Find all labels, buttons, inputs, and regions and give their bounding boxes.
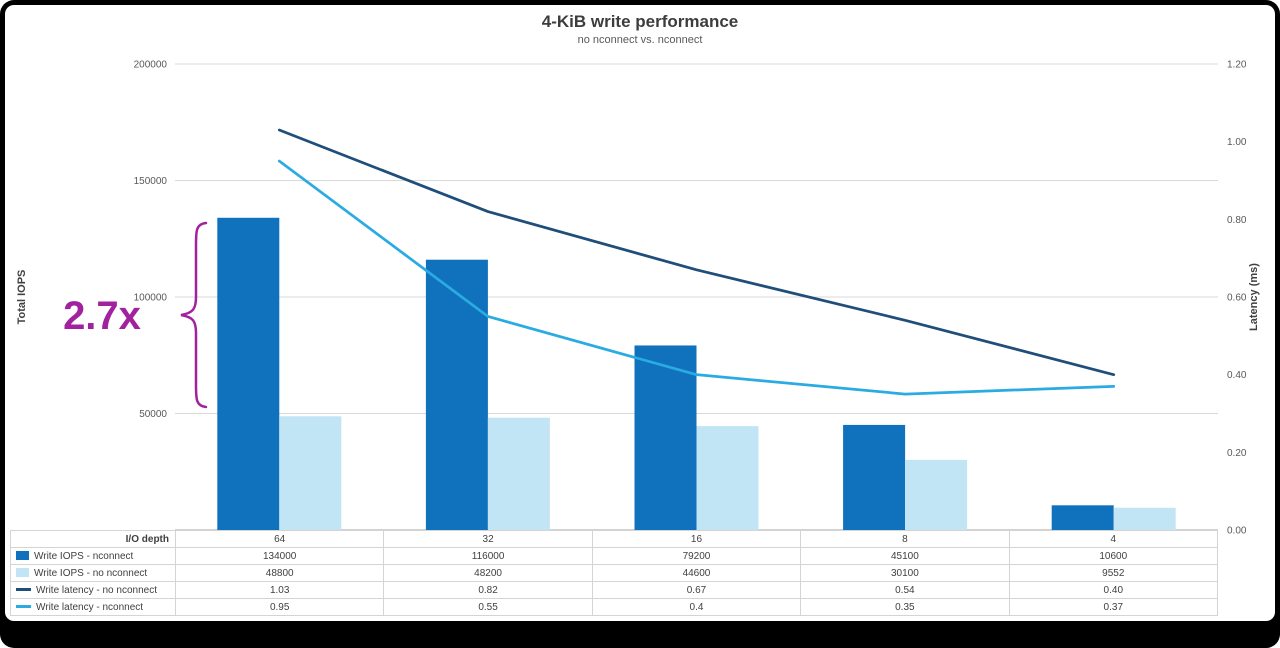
table-value-cell: 0.95	[174, 598, 385, 616]
bar-no-nconnect	[696, 426, 759, 530]
bar-nconnect	[843, 424, 906, 530]
legend-swatch-bar-icon	[16, 568, 29, 578]
category-label: 4	[1008, 530, 1219, 548]
legend-swatch-line-icon	[16, 588, 31, 592]
series-label-cell: Write latency - no nconnect	[10, 581, 176, 599]
table-row: Write latency - nconnect 0.95 0.55 0.4 0.35 0…	[10, 598, 1219, 616]
series-label-cell: Write latency - nconnect	[10, 598, 176, 616]
table-row: Write IOPS - no nconnect 48800 48200 44600 3…	[10, 564, 1219, 582]
series-label-cell: Write IOPS - no nconnect	[10, 564, 176, 582]
data-table: I/O depth 64 32 16 8 4 Write IOPS - nconnect 13…	[10, 530, 1219, 616]
table-value-cell: 9552	[1008, 564, 1219, 582]
series-label-cell: Write IOPS - nconnect	[10, 547, 176, 565]
bar-nconnect	[425, 259, 488, 530]
right-axis-tick: 1.00	[1227, 137, 1247, 148]
table-value-cell: 30100	[800, 564, 1010, 582]
table-value-cell: 48200	[383, 564, 593, 582]
bar-no-nconnect	[1113, 507, 1176, 530]
right-axis-tick: 0.80	[1227, 215, 1247, 226]
table-value-cell: 0.67	[591, 581, 802, 599]
plot-area: 200000 150000 100000 50000 1.20 1.00 0.80 0.60 0…	[16, 60, 1260, 537]
right-axis-tick: 1.20	[1227, 60, 1247, 71]
table-value-cell: 0.55	[383, 598, 593, 616]
table-header-row: I/O depth 64 32 16 8 4	[10, 530, 1219, 548]
table-value-cell: 0.54	[800, 581, 1010, 599]
right-axis-title: Latency (ms)	[1248, 263, 1260, 331]
category-label: 32	[383, 530, 593, 548]
table-value-cell: 0.40	[1008, 581, 1219, 599]
table-row: Write IOPS - nconnect 134000 116000 79200 45…	[10, 547, 1219, 565]
chart-subtitle: no nconnect vs. nconnect	[577, 34, 703, 46]
legend-swatch-bar-icon	[16, 551, 29, 561]
table-value-cell: 45100	[800, 547, 1010, 565]
line-no-nconnect	[277, 128, 1116, 377]
left-axis-title: Total IOPS	[16, 270, 28, 325]
table-value-cell: 0.35	[800, 598, 1010, 616]
line-nconnect	[277, 159, 1116, 396]
right-axis-tick: 0.40	[1227, 370, 1247, 381]
bar-no-nconnect	[487, 417, 550, 530]
bar-nconnect	[634, 345, 697, 530]
category-label: 8	[800, 530, 1010, 548]
table-value-cell: 48800	[174, 564, 385, 582]
chart-canvas: 4-KiB write performance no nconnect vs. …	[5, 5, 1275, 621]
left-axis-tick: 150000	[134, 176, 168, 187]
bar-nconnect	[217, 217, 280, 530]
multiplier-annotation: 2.7x	[63, 294, 141, 338]
series-label: Write latency - nconnect	[36, 601, 144, 613]
table-value-cell: 0.82	[383, 581, 593, 599]
table-value-cell: 116000	[383, 547, 593, 565]
table-value-cell: 1.03	[174, 581, 385, 599]
left-axis-tick: 200000	[134, 60, 168, 71]
table-value-cell: 10600	[1008, 547, 1219, 565]
table-value-cell: 0.37	[1008, 598, 1219, 616]
left-axis-tick: 100000	[134, 293, 168, 304]
series-label: Write IOPS - no nconnect	[34, 567, 148, 579]
category-label: 16	[591, 530, 802, 548]
table-value-cell: 0.4	[591, 598, 802, 616]
table-value-cell: 44600	[591, 564, 802, 582]
table-row: Write latency - no nconnect 1.03 0.82 0.67 0…	[10, 581, 1219, 599]
bar-no-nconnect	[279, 416, 342, 530]
right-axis-tick: 0.20	[1227, 448, 1247, 459]
table-value-cell: 134000	[174, 547, 385, 565]
legend-swatch-line-icon	[16, 605, 31, 609]
chart-title: 4-KiB write performance	[541, 12, 739, 31]
category-label: 64	[174, 530, 385, 548]
bar-no-nconnect	[905, 459, 968, 530]
table-value-cell: 79200	[591, 547, 802, 565]
series-label: Write latency - no nconnect	[36, 584, 157, 596]
right-axis-tick: 0.60	[1227, 293, 1247, 304]
brace-annotation-icon	[180, 221, 208, 409]
bar-nconnect	[1051, 505, 1114, 530]
right-axis-tick: 0.00	[1227, 526, 1247, 537]
series-label: Write IOPS - nconnect	[34, 550, 134, 562]
left-axis-tick: 50000	[139, 409, 167, 420]
io-depth-label: I/O depth	[10, 530, 176, 548]
